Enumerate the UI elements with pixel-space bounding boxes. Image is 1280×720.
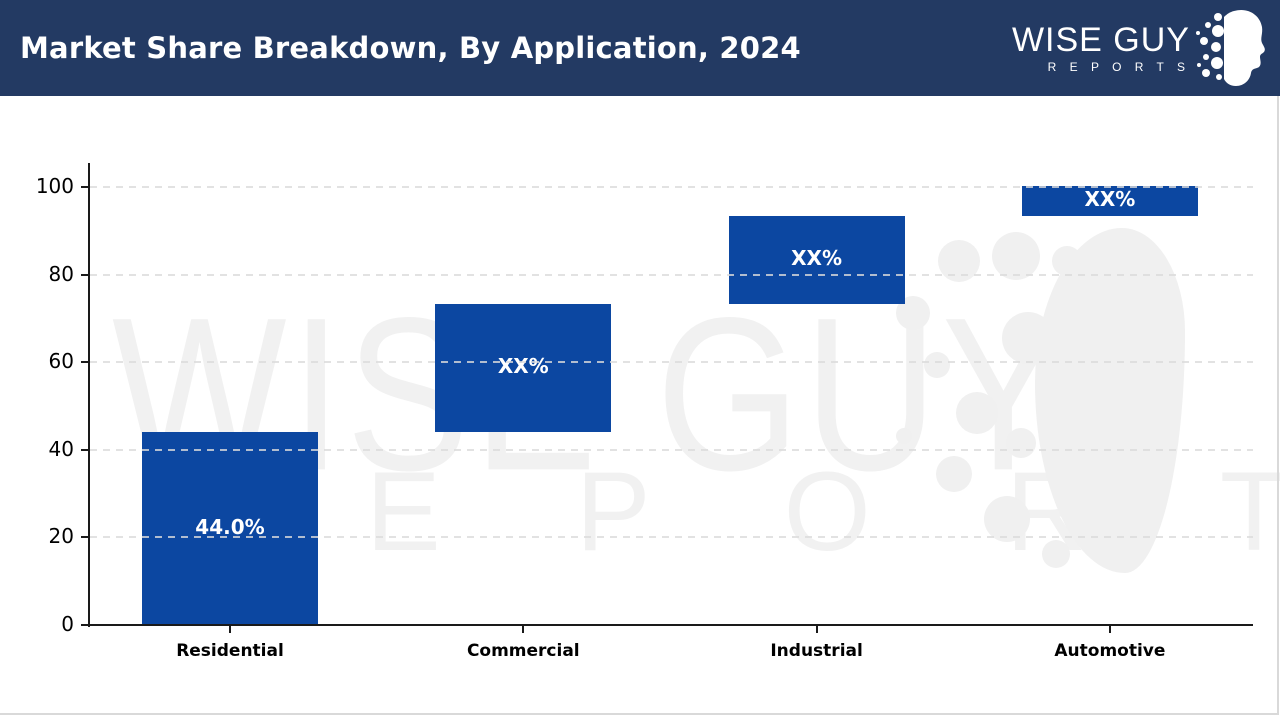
bar-industrial: XX% (728, 216, 905, 304)
category-label-industrial: Industrial (770, 641, 863, 661)
header-bar: Market Share Breakdown, By Application, … (0, 0, 1280, 96)
logo-face-icon (1196, 9, 1265, 87)
y-axis-line (88, 163, 90, 627)
wise-guy-reports-logo: WISE GUY R E P O R T S (1008, 6, 1270, 90)
bar-residential: 44.0% (142, 432, 318, 625)
bar-automotive: XX% (1021, 185, 1198, 217)
logo-wordmark: WISE GUY (1011, 20, 1190, 59)
y-tick-label: 60 (48, 349, 74, 374)
bar-commercial: XX% (435, 303, 612, 433)
y-tick-label: 80 (48, 261, 74, 286)
bar-value-label: 44.0% (195, 514, 265, 539)
gridline-40 (90, 448, 1253, 451)
x-tick-mark (522, 626, 525, 633)
gridline-100 (90, 186, 1253, 188)
x-tick-mark (815, 626, 818, 633)
category-label-automotive: Automotive (1054, 641, 1166, 661)
y-tick-label: 20 (48, 524, 74, 549)
gridline-60 (90, 361, 1253, 364)
x-tick-mark (1108, 626, 1111, 633)
y-tick-mark (81, 186, 89, 188)
gridline-80 (90, 273, 1253, 276)
bar-value-label: XX% (791, 245, 843, 270)
bar-value-label: XX% (1084, 187, 1136, 211)
x-axis-line (88, 624, 1253, 626)
logo-subtitle: R E P O R T S (1047, 59, 1190, 74)
category-label-residential: Residential (176, 641, 284, 661)
x-tick-mark (229, 626, 231, 633)
y-tick-mark (81, 448, 89, 451)
y-tick-label: 100 (35, 174, 74, 198)
logo-text: WISE GUY R E P O R T S (1012, 23, 1190, 74)
y-tick-label: 0 (61, 612, 74, 636)
category-label-commercial: Commercial (466, 641, 580, 661)
y-tick-mark (81, 361, 89, 364)
y-tick-mark (81, 536, 89, 539)
gridline-20 (90, 536, 1253, 539)
y-tick-mark (81, 273, 89, 276)
y-tick-label: 40 (48, 436, 74, 461)
chart-title: Market Share Breakdown, By Application, … (20, 31, 801, 65)
bar-value-label: XX% (497, 353, 549, 378)
y-tick-mark (81, 624, 89, 626)
